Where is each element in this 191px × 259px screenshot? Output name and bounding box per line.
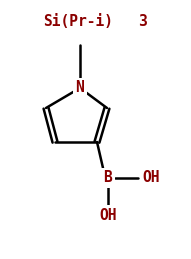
Text: B: B	[104, 170, 112, 185]
Text: OH: OH	[142, 170, 159, 185]
Text: 3: 3	[138, 15, 147, 30]
Text: OH: OH	[99, 207, 117, 222]
Text: Si(Pr-i): Si(Pr-i)	[43, 15, 113, 30]
Text: N: N	[76, 81, 84, 96]
